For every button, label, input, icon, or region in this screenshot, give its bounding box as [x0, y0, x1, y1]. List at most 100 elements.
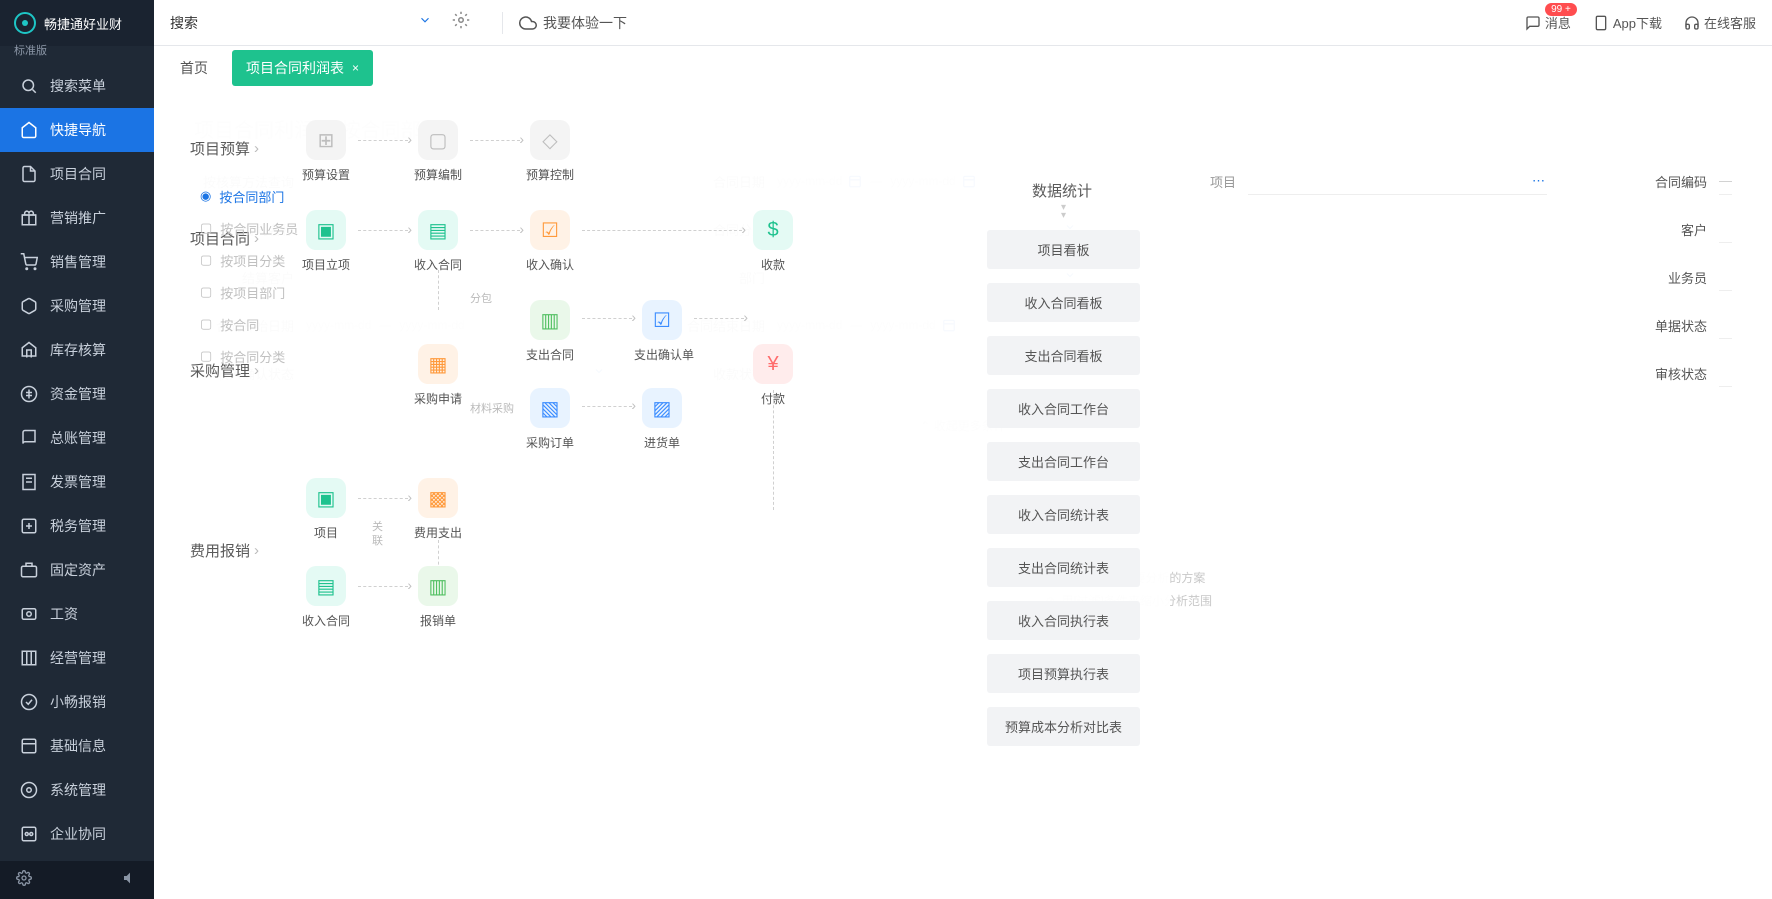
groupby-item[interactable]: ▢按合同 — [200, 308, 298, 340]
nav-label: 经营管理 — [50, 648, 106, 668]
node-purchase-order[interactable]: ▧采购订单 — [522, 388, 578, 451]
doc-icon: ▦ — [418, 344, 458, 384]
kanban-item[interactable]: 收入合同看板 — [987, 283, 1140, 322]
section-expense[interactable]: 费用报销› — [190, 540, 259, 561]
groupby-item[interactable]: ▢按项目分类 — [200, 244, 298, 276]
sidebar-item-reimb[interactable]: 小畅报销 — [0, 680, 154, 724]
section-budget[interactable]: 项目预算› — [190, 138, 259, 159]
download-button[interactable]: App下载 — [1593, 13, 1662, 32]
filter-row: 单据状态 — [1607, 311, 1732, 339]
nav-label: 基础信息 — [50, 736, 106, 756]
groupby-item[interactable]: ▢按合同分类 — [200, 340, 298, 372]
sidebar-item-wage[interactable]: 工资 — [0, 592, 154, 636]
node-income-contract[interactable]: ▤收入合同 — [410, 210, 466, 273]
kanban-item[interactable]: 项目预算执行表 — [987, 654, 1140, 693]
sound-icon[interactable] — [122, 870, 138, 891]
kanban-item[interactable]: 收入合同执行表 — [987, 601, 1140, 640]
headset-icon — [1684, 15, 1700, 31]
node-budget-ctrl[interactable]: ◇预算控制 — [522, 120, 578, 183]
node-income-contract-2[interactable]: ▤收入合同 — [298, 566, 354, 629]
messages-button[interactable]: 消息 99 + — [1525, 13, 1571, 32]
node-income-confirm[interactable]: ☑收入确认 — [522, 210, 578, 273]
check-icon: ☑ — [530, 210, 570, 250]
sidebar-item-book[interactable]: 总账管理 — [0, 416, 154, 460]
node-purchase-apply[interactable]: ▦采购申请 — [410, 344, 466, 407]
node-budget-set[interactable]: ⊞预算设置 — [298, 120, 354, 183]
try-button[interactable]: 我要体验一下 — [519, 13, 627, 33]
contract-no-input[interactable]: — — [1719, 167, 1732, 195]
node-project[interactable]: ▣项目 — [298, 478, 354, 541]
audit-status-select[interactable] — [1719, 359, 1732, 387]
support-button[interactable]: 在线客服 — [1684, 13, 1756, 32]
arrow-icon — [358, 498, 408, 499]
groupby-item[interactable]: ◉按合同部门 — [200, 180, 298, 212]
node-reimb[interactable]: ▥报销单 — [410, 566, 466, 629]
close-icon[interactable]: × — [352, 61, 359, 75]
nav-label: 库存核算 — [50, 340, 106, 360]
arrow-icon — [582, 230, 742, 231]
kanban-item[interactable]: 支出合同统计表 — [987, 548, 1140, 587]
cloud-icon — [519, 14, 537, 32]
settings-icon[interactable] — [16, 870, 32, 891]
sidebar-item-search[interactable]: 搜索菜单 — [0, 64, 154, 108]
sidebar-item-tax[interactable]: 税务管理 — [0, 504, 154, 548]
app-name: 畅捷通好业财 — [44, 14, 122, 33]
bill-status-select[interactable] — [1719, 311, 1732, 339]
kanban-item[interactable]: 支出合同看板 — [987, 336, 1140, 375]
arrow-icon — [582, 406, 632, 407]
nav-list: 搜索菜单快捷导航项目合同营销推广销售管理采购管理库存核算资金管理总账管理发票管理… — [0, 64, 154, 861]
gear-icon: ⊞ — [306, 120, 346, 160]
tab-current[interactable]: 项目合同利润表 × — [232, 50, 373, 86]
tab-home[interactable]: 首页 — [180, 52, 208, 84]
sidebar-item-team[interactable]: 企业协同 — [0, 812, 154, 856]
kanban-item[interactable]: 收入合同统计表 — [987, 495, 1140, 534]
gear-icon[interactable] — [452, 11, 470, 34]
sidebar-item-home[interactable]: 快捷导航 — [0, 108, 154, 152]
topbar: 搜索 我要体验一下 消息 99 + App下载 在线客服 — [154, 0, 1772, 46]
kanban-item[interactable]: 预算成本分析对比表 — [987, 707, 1140, 746]
expense-icon: ▩ — [418, 478, 458, 518]
team-icon — [20, 825, 38, 843]
rel-label: 关 联 — [372, 520, 383, 548]
kanban-item[interactable]: 项目看板 — [987, 230, 1140, 269]
sidebar-item-gift[interactable]: 营销推广 — [0, 196, 154, 240]
nav-label: 发票管理 — [50, 472, 106, 492]
node-expend-confirm[interactable]: ☑支出确认单 — [634, 300, 690, 363]
nav-label: 营销推广 — [50, 208, 106, 228]
group-by-list: ◉按合同部门▢按合同业务员▢按项目分类▢按项目部门▢按合同▢按合同分类 — [200, 180, 298, 372]
global-search-label[interactable]: 搜索 — [170, 13, 198, 33]
support-label: 在线客服 — [1704, 13, 1756, 32]
sidebar-item-asset[interactable]: 固定资产 — [0, 548, 154, 592]
kanban-item[interactable]: 收入合同工作台 — [987, 389, 1140, 428]
salesman-select[interactable] — [1719, 263, 1732, 291]
chevron-down-icon[interactable] — [418, 13, 432, 32]
node-expense-out[interactable]: ▩费用支出 — [410, 478, 466, 541]
customer-select[interactable] — [1719, 215, 1732, 243]
filter-label: 单据状态 — [1607, 316, 1707, 335]
sidebar-item-box[interactable]: 采购管理 — [0, 284, 154, 328]
doc-icon — [20, 165, 38, 183]
node-proj-init[interactable]: ▣项目立项 — [298, 210, 354, 273]
radio-icon: ▢ — [200, 348, 212, 364]
groupby-item[interactable]: ▢按合同业务员 — [200, 212, 298, 244]
node-collect[interactable]: $收款 — [745, 210, 801, 273]
filter-label: 合同编码 — [1607, 172, 1707, 191]
arrow-icon — [582, 318, 632, 319]
sidebar-item-cart[interactable]: 销售管理 — [0, 240, 154, 284]
sidebar-item-biz[interactable]: 经营管理 — [0, 636, 154, 680]
groupby-item[interactable]: ▢按项目部门 — [200, 276, 298, 308]
home-icon — [20, 121, 38, 139]
sidebar-item-doc[interactable]: 项目合同 — [0, 152, 154, 196]
node-expend-contract[interactable]: ▥支出合同 — [522, 300, 578, 363]
box-icon — [20, 297, 38, 315]
radio-icon: ▢ — [200, 220, 212, 236]
node-goods-in[interactable]: ▨进货单 — [634, 388, 690, 451]
node-budget-make[interactable]: ▢预算编制 — [410, 120, 466, 183]
sidebar-item-coin[interactable]: 资金管理 — [0, 372, 154, 416]
project-select[interactable]: ⋯ — [1248, 167, 1547, 195]
sidebar-item-house[interactable]: 库存核算 — [0, 328, 154, 372]
sidebar-item-info[interactable]: 基础信息 — [0, 724, 154, 768]
kanban-item[interactable]: 支出合同工作台 — [987, 442, 1140, 481]
sidebar-item-receipt[interactable]: 发票管理 — [0, 460, 154, 504]
sidebar-item-sys[interactable]: 系统管理 — [0, 768, 154, 812]
